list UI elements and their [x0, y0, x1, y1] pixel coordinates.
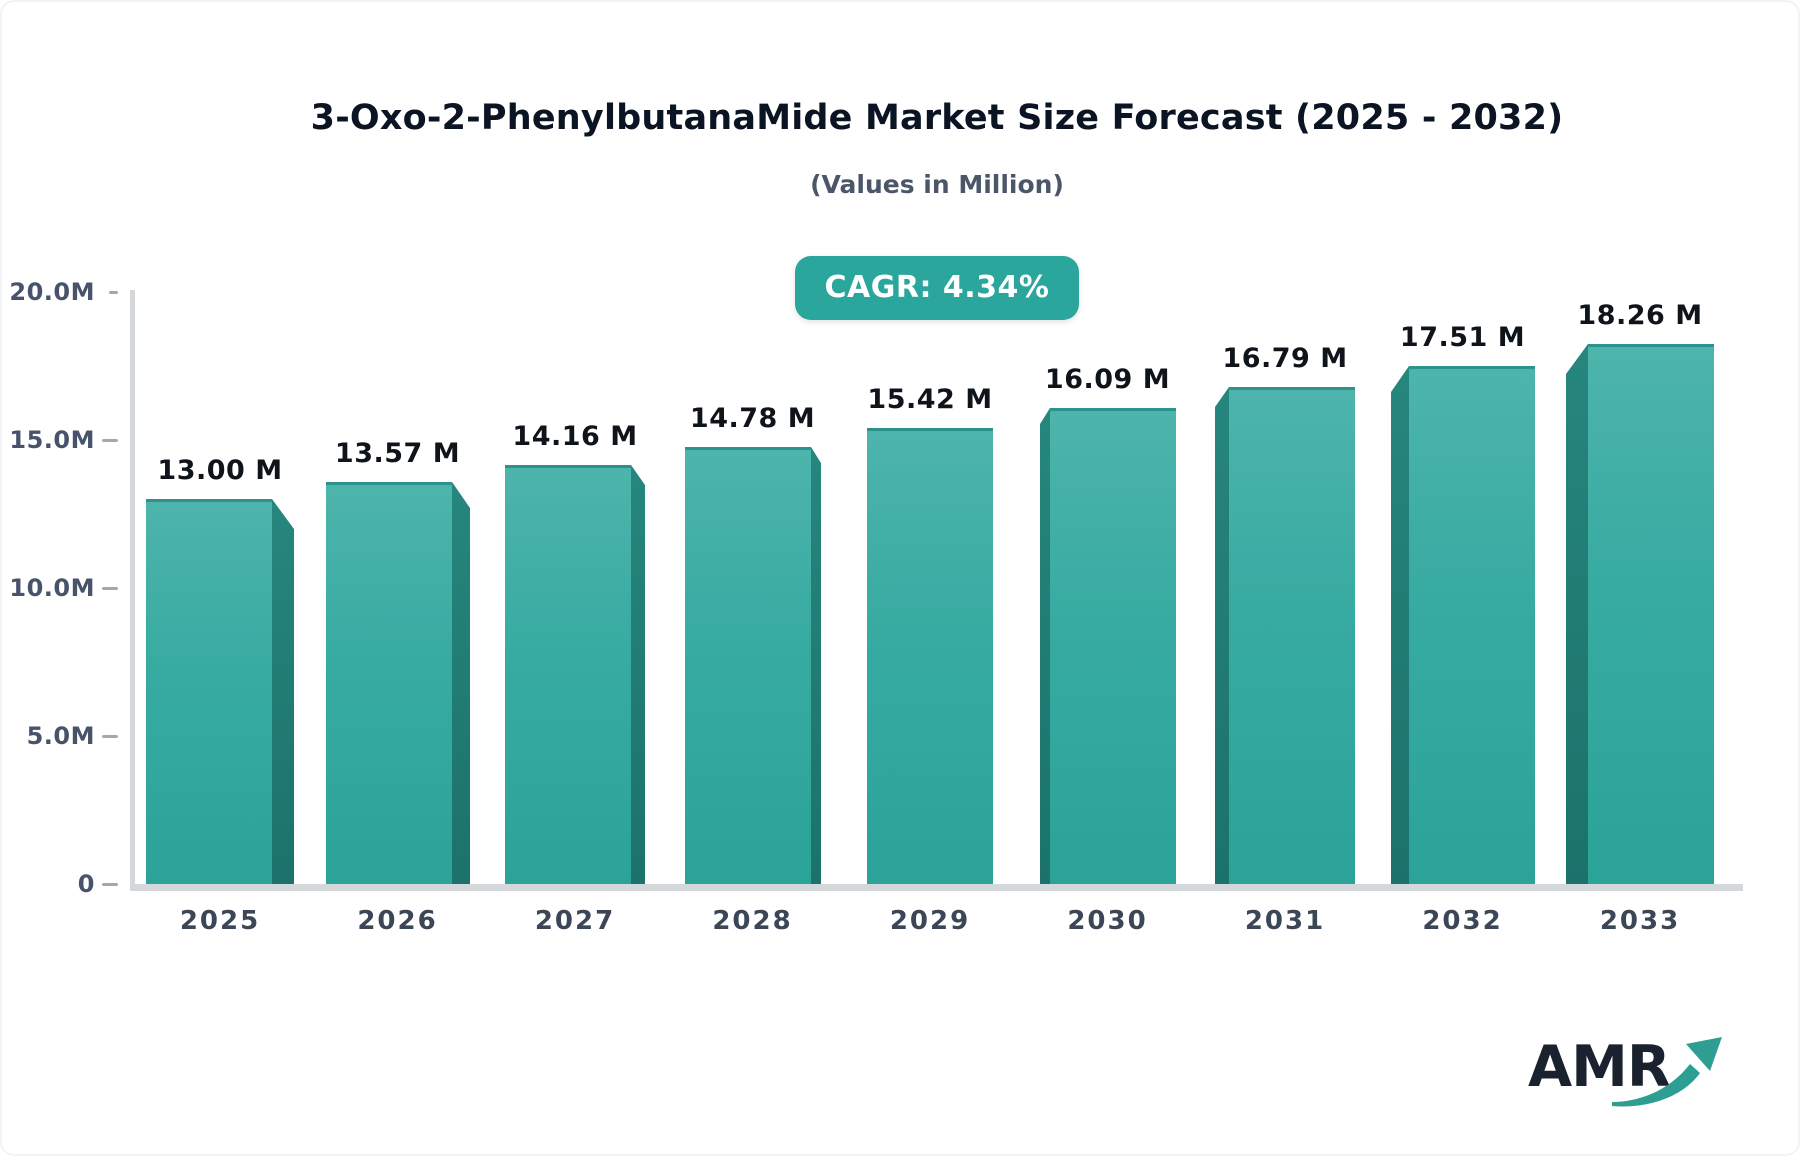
- y-tick-mark: [102, 883, 118, 886]
- x-axis-label: 2026: [357, 906, 438, 936]
- y-axis-line: [130, 290, 135, 891]
- x-axis-label: 2030: [1067, 906, 1148, 936]
- chart-title: 3-Oxo-2-PhenylbutanaMide Market Size For…: [310, 98, 1564, 138]
- bar-value-label: 14.78 M: [689, 403, 816, 434]
- bar-2028: [685, 447, 821, 884]
- bar-2030: [1040, 408, 1176, 884]
- growth-arrow-icon: [1612, 1037, 1722, 1107]
- bar-face: [1588, 344, 1714, 884]
- bar-side-shade: [811, 447, 821, 884]
- y-tick-mark: [102, 735, 118, 738]
- x-axis-label: 2025: [179, 906, 261, 936]
- bar-value-label: 14.16 M: [512, 421, 638, 452]
- bar-value-label: 13.00 M: [157, 455, 283, 486]
- amr-logo: AMR: [1528, 1032, 1738, 1124]
- bar-side-shade: [1215, 387, 1229, 884]
- y-tick-label: 15.0M: [9, 426, 95, 454]
- cagr-badge: CAGR: 4.34%: [794, 256, 1080, 320]
- bar-2029: [867, 428, 993, 884]
- x-axis-label: 2033: [1599, 906, 1681, 936]
- x-axis-label: 2027: [534, 906, 616, 936]
- amr-logo-text: AMR: [1528, 1034, 1671, 1100]
- y-tick-label: 5.0M: [26, 722, 95, 750]
- y-tick-label: 20.0M: [9, 278, 95, 306]
- bar-2033: [1566, 344, 1714, 884]
- x-axis-label: 2032: [1422, 906, 1503, 936]
- bar-side-shade: [1566, 344, 1588, 884]
- y-tick-mark: [102, 439, 118, 442]
- bar-face: [1409, 366, 1535, 884]
- x-axis-baseline: [130, 884, 1743, 891]
- x-axis-label: 2031: [1244, 906, 1326, 936]
- bar-face: [1050, 408, 1176, 884]
- y-tick-label: 10.0M: [9, 574, 95, 602]
- bar-side-shade: [452, 482, 470, 884]
- bar-face: [1229, 387, 1355, 884]
- bar-2031: [1215, 387, 1355, 884]
- bar-value-label: 16.79 M: [1222, 343, 1348, 374]
- bar-value-label: 15.42 M: [867, 384, 993, 415]
- bar-side-shade: [631, 465, 645, 884]
- bar-face: [146, 499, 272, 884]
- bar-value-label: 16.09 M: [1044, 364, 1171, 395]
- bar-2025: [146, 499, 294, 884]
- chart-subtitle: (Values in Million): [810, 170, 1064, 199]
- bar-face: [505, 465, 631, 884]
- bar-face: [685, 447, 811, 884]
- bar-face: [867, 428, 993, 884]
- bar-value-label: 13.57 M: [334, 438, 461, 469]
- bar-value-label: 17.51 M: [1399, 322, 1526, 353]
- bar-side-shade: [272, 499, 294, 884]
- x-axis-label: 2028: [712, 906, 793, 936]
- y-tick-label: 0: [77, 870, 95, 898]
- cagr-badge-row: CAGR: 4.34%: [130, 256, 1744, 320]
- x-axis-label: 2029: [889, 906, 971, 936]
- bar-side-shade: [1040, 408, 1050, 884]
- bar-2026: [326, 482, 470, 884]
- bar-2032: [1391, 366, 1535, 884]
- y-tick-mark: [102, 587, 118, 590]
- bar-side-shade: [1391, 366, 1409, 884]
- y-tick-mark: [109, 291, 118, 294]
- bar-face: [326, 482, 452, 884]
- bar-2027: [505, 465, 645, 884]
- bar-value-label: 18.26 M: [1577, 300, 1703, 331]
